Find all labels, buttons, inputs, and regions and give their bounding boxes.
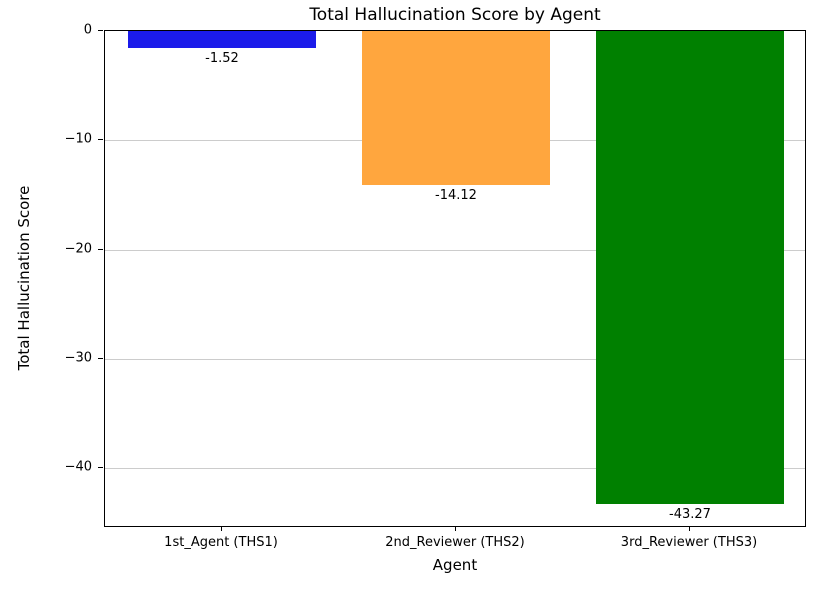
y-tick-label: −40 bbox=[64, 459, 92, 475]
x-tick-mark bbox=[221, 527, 222, 531]
bar-3 bbox=[596, 31, 784, 504]
gridline bbox=[105, 467, 805, 469]
y-tick-label: −20 bbox=[64, 241, 92, 256]
gridline bbox=[105, 249, 805, 251]
bar-2 bbox=[362, 31, 550, 186]
plot-area: -1.52 -14.12 -43.27 bbox=[104, 30, 806, 527]
y-tick-label: 0 bbox=[83, 22, 92, 38]
chart-title: Total Hallucination Score by Agent bbox=[309, 5, 601, 25]
x-tick-mark bbox=[455, 527, 456, 531]
bar-value-label: -14.12 bbox=[435, 188, 477, 204]
y-tick-mark bbox=[98, 139, 103, 141]
y-tick-label: −10 bbox=[64, 131, 92, 147]
x-axis-label: Agent bbox=[432, 556, 478, 574]
y-axis-label: Total Hallucination Score bbox=[15, 185, 33, 371]
gridline bbox=[105, 358, 805, 360]
y-tick-mark bbox=[98, 30, 103, 31]
bar-value-label: -43.27 bbox=[669, 506, 711, 522]
bar-1 bbox=[128, 31, 316, 48]
x-tick-mark bbox=[689, 527, 690, 531]
x-tick-label: 1st_Agent (THS1) bbox=[164, 535, 278, 550]
y-tick-mark bbox=[98, 357, 103, 359]
x-tick-label: 3rd_Reviewer (THS3) bbox=[620, 535, 758, 550]
y-tick-mark bbox=[98, 248, 103, 250]
y-tick-label: −30 bbox=[64, 350, 92, 366]
x-tick-label: 2nd_Reviewer (THS2) bbox=[385, 535, 525, 550]
y-tick-mark bbox=[98, 466, 103, 468]
bar-value-label: -1.52 bbox=[205, 50, 239, 66]
